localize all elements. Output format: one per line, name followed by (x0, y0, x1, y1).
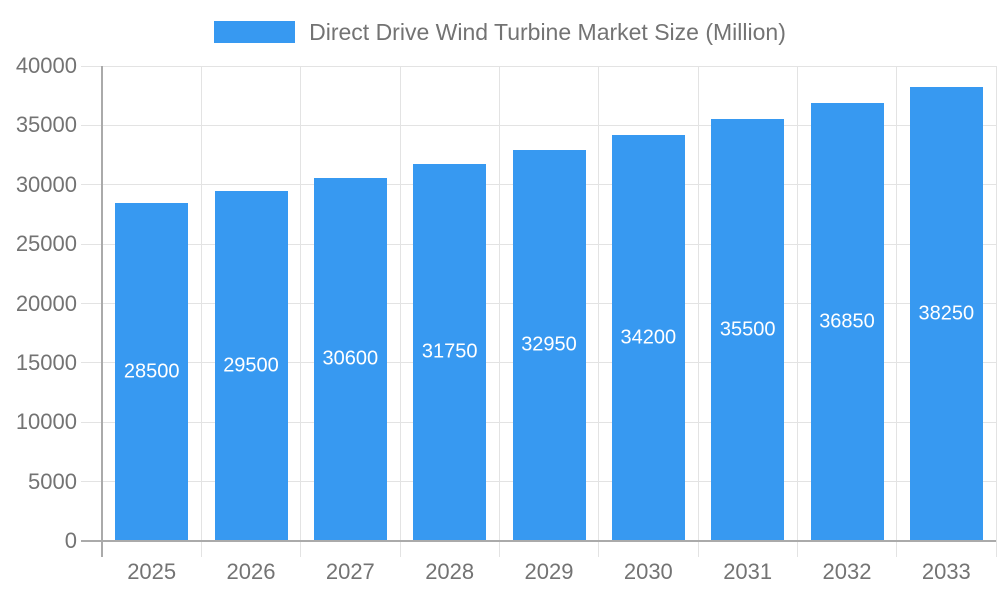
legend[interactable]: Direct Drive Wind Turbine Market Size (M… (0, 19, 1000, 45)
bar: 29500 (214, 190, 288, 541)
bar-value-label: 35500 (719, 318, 776, 341)
bar: 28500 (115, 202, 189, 541)
x-axis-tick-label: 2030 (623, 559, 673, 584)
gridline-vertical (697, 66, 699, 557)
x-axis-tick-label: 2025 (127, 559, 177, 584)
bar-value-label: 34200 (620, 326, 677, 349)
gridline-horizontal (81, 124, 996, 126)
x-axis-tick-label: 2028 (425, 559, 475, 584)
gridline-horizontal (81, 65, 996, 67)
legend-swatch (214, 21, 296, 43)
legend-label: Direct Drive Wind Turbine Market Size (M… (309, 19, 786, 45)
y-axis-tick-label: 5000 (28, 468, 77, 494)
bar-value-label: 30600 (322, 347, 379, 370)
bar: 34200 (611, 134, 685, 541)
x-axis-tick-label: 2031 (723, 559, 773, 584)
gridline-vertical (399, 66, 401, 557)
x-axis-tick-label: 2032 (822, 559, 872, 584)
bar-value-label: 36850 (819, 310, 875, 333)
gridline-vertical (896, 66, 898, 557)
bar: 31750 (413, 163, 487, 541)
x-axis-tick-label: 2029 (524, 559, 574, 584)
x-axis-line (81, 540, 996, 542)
bar-value-label: 32950 (521, 333, 577, 356)
gridline-vertical (995, 66, 997, 557)
bar: 38250 (909, 86, 983, 541)
bar-value-label: 29500 (223, 354, 279, 377)
y-axis-tick-label: 30000 (15, 171, 77, 197)
bar-value-label: 38250 (918, 302, 975, 325)
bar: 32950 (512, 149, 586, 541)
y-axis-tick-label: 40000 (15, 53, 77, 78)
bar: 35500 (711, 119, 785, 541)
gridline-vertical (598, 66, 600, 557)
plot-area: 28500 29500 30600 31750 32950 34200 35500 36850… (81, 65, 997, 557)
y-axis-tick-label: 35000 (15, 112, 77, 138)
y-axis-tick-label: 0 (64, 528, 77, 553)
y-axis-tick-label: 15000 (15, 349, 77, 375)
x-axis-tick-label: 2027 (325, 559, 375, 584)
y-axis-tick-label: 20000 (15, 290, 77, 316)
gridline-vertical (300, 66, 302, 557)
gridline-vertical (200, 66, 202, 557)
y-axis-line (101, 66, 103, 557)
y-axis-tick-label: 25000 (15, 231, 77, 257)
x-axis-tick-label: 2033 (921, 559, 971, 584)
y-axis-tick-label: 10000 (15, 409, 77, 435)
bar: 36850 (810, 103, 884, 541)
gridline-vertical (498, 66, 500, 557)
x-axis-tick-label: 2026 (226, 559, 276, 584)
bar-value-label: 31750 (421, 340, 478, 363)
bar: 30600 (313, 177, 387, 541)
bar-value-label: 28500 (123, 360, 180, 383)
gridline-vertical (796, 66, 798, 557)
